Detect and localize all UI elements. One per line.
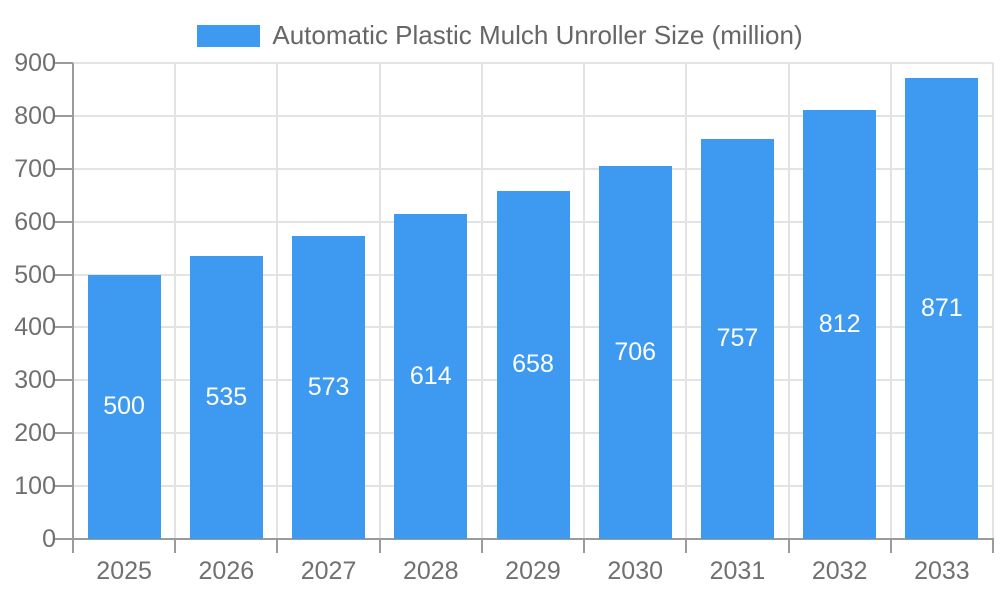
y-axis-label: 400 <box>14 313 56 342</box>
legend-swatch-icon <box>197 24 261 47</box>
x-axis-tick <box>378 539 381 553</box>
x-axis-tick <box>72 539 74 553</box>
y-axis-tick <box>55 485 73 488</box>
y-axis-label: 700 <box>14 154 56 183</box>
y-axis-label: 200 <box>14 419 56 448</box>
gridline-v <box>480 63 483 539</box>
x-axis-label: 2031 <box>709 557 766 585</box>
bar[interactable]: 757 <box>700 138 774 539</box>
x-axis-label: 2032 <box>811 557 868 585</box>
y-axis-tick <box>55 114 73 117</box>
bar-value-label: 871 <box>921 294 963 323</box>
gridline-v <box>787 63 790 539</box>
y-axis-label: 800 <box>14 101 56 130</box>
x-axis-line <box>72 538 994 540</box>
bar[interactable]: 812 <box>803 109 877 539</box>
gridline-v <box>583 63 586 539</box>
bar[interactable]: 706 <box>598 165 672 539</box>
bar[interactable]: 614 <box>394 214 468 539</box>
gridline-v <box>378 63 381 539</box>
y-axis-tick <box>55 379 73 382</box>
x-axis-tick <box>276 539 279 553</box>
y-axis-tick <box>55 167 73 170</box>
x-axis-label: 2026 <box>198 557 255 585</box>
x-axis-tick <box>583 539 586 553</box>
y-axis-tick <box>55 220 73 223</box>
x-axis-label: 2025 <box>96 557 152 585</box>
gridline-h <box>73 167 993 170</box>
y-axis-tick <box>55 538 73 540</box>
y-axis-tick <box>55 62 73 64</box>
y-axis-label: 100 <box>14 472 56 501</box>
y-axis-label: 600 <box>14 207 56 236</box>
y-axis-label: 300 <box>14 366 56 395</box>
bar-value-label: 535 <box>205 383 248 411</box>
gridline-v <box>685 63 688 539</box>
x-axis-tick <box>992 539 994 553</box>
x-axis-label: 2030 <box>607 557 664 585</box>
gridline-v <box>276 63 279 539</box>
bar-value-label: 500 <box>103 392 145 421</box>
bar-value-label: 658 <box>512 350 554 379</box>
bar-value-label: 573 <box>307 372 350 401</box>
bar[interactable]: 871 <box>905 78 979 539</box>
gridline-v <box>992 63 994 539</box>
x-axis-label: 2028 <box>402 557 459 585</box>
bar[interactable]: 535 <box>189 256 263 539</box>
x-axis-tick <box>685 539 688 553</box>
y-axis-tick <box>55 273 73 276</box>
y-axis-tick <box>55 326 73 329</box>
y-axis-line <box>72 63 74 539</box>
gridline-h <box>73 62 993 64</box>
x-axis-label: 2027 <box>300 557 357 585</box>
bar[interactable]: 500 <box>87 274 161 539</box>
x-axis-label: 2033 <box>914 557 970 585</box>
bar[interactable]: 573 <box>292 235 366 539</box>
x-axis-tick <box>174 539 177 553</box>
bar-value-label: 812 <box>818 309 861 338</box>
bar-value-label: 614 <box>409 362 452 391</box>
bar[interactable]: 658 <box>496 190 570 539</box>
legend-label: Automatic Plastic Mulch Unroller Size (m… <box>272 20 803 50</box>
legend[interactable]: Automatic Plastic Mulch Unroller Size (m… <box>0 20 1000 51</box>
x-axis-tick <box>480 539 483 553</box>
y-axis-label: 500 <box>14 260 56 289</box>
gridline-v <box>174 63 177 539</box>
bar-value-label: 706 <box>614 337 657 366</box>
gridline-v <box>889 63 892 539</box>
x-axis-tick <box>787 539 790 553</box>
y-axis-label: 900 <box>14 49 56 77</box>
x-axis-tick <box>889 539 892 553</box>
x-axis-label: 2029 <box>505 557 561 585</box>
bar-value-label: 757 <box>716 324 759 353</box>
y-axis-label: 0 <box>42 525 56 553</box>
y-axis-tick <box>55 432 73 435</box>
gridline-h <box>73 114 993 117</box>
